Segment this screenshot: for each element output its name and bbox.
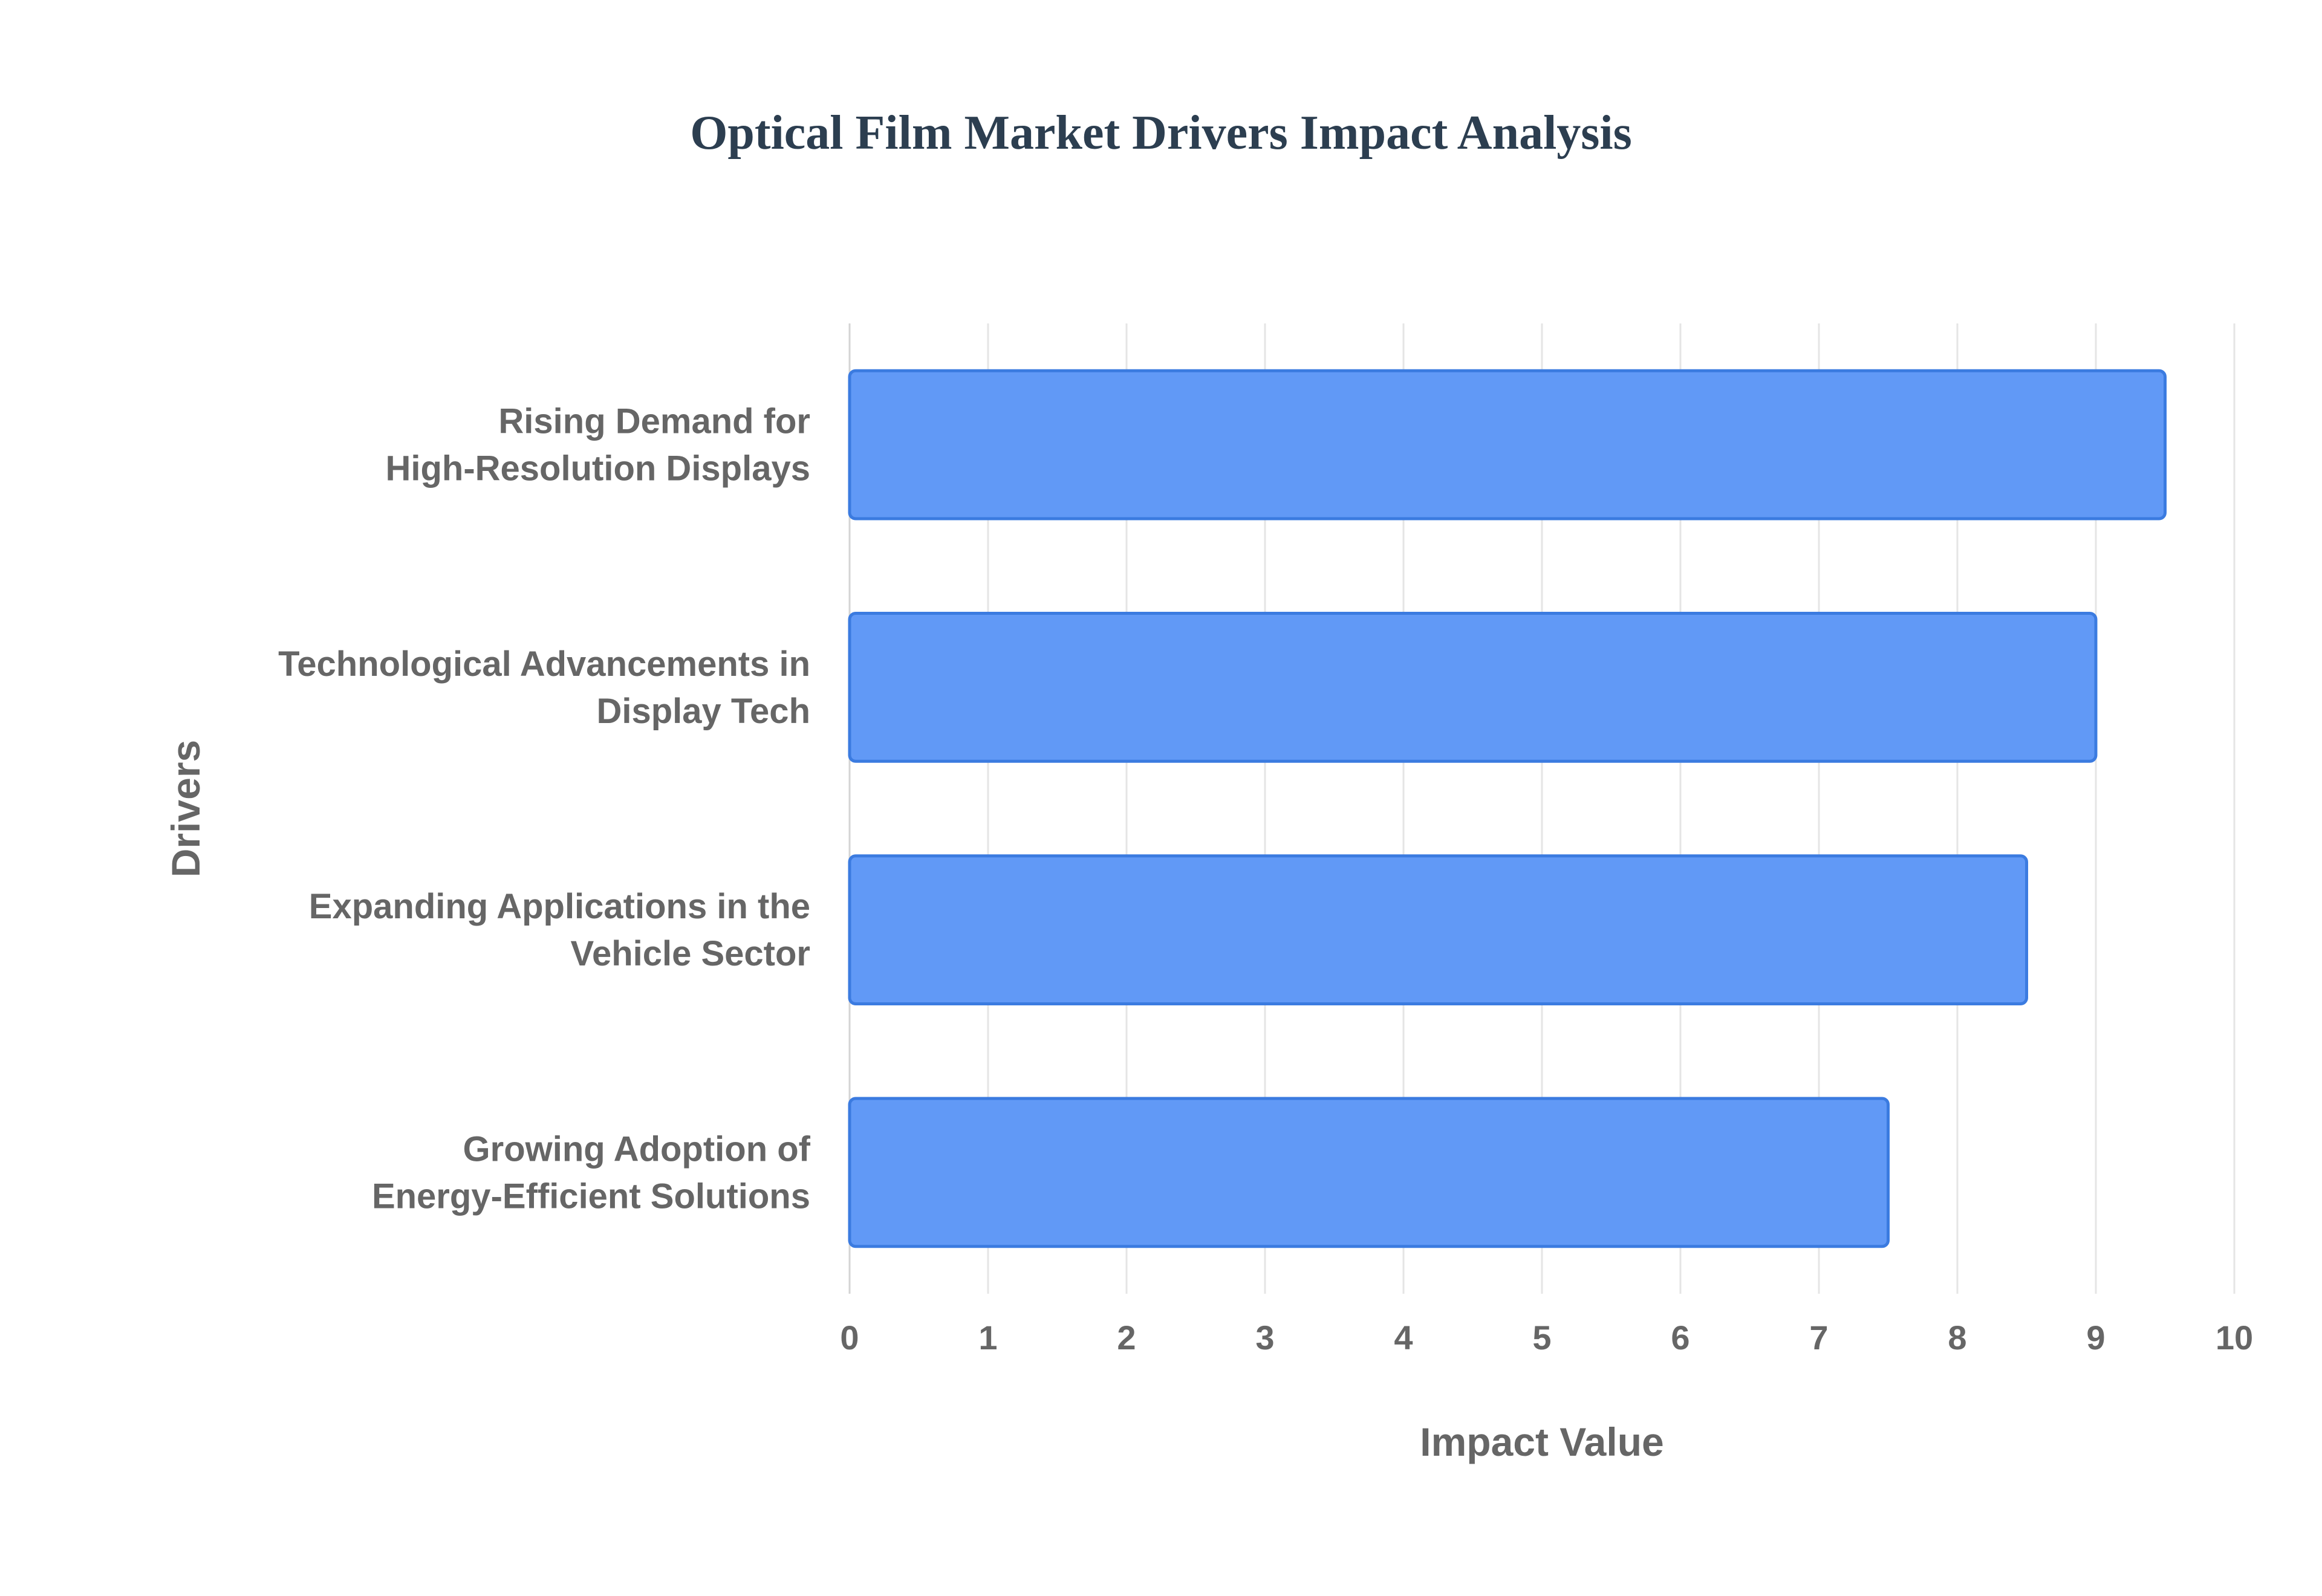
x-axis-title: Impact Value xyxy=(1420,1419,1664,1464)
y-axis-title: Drivers xyxy=(163,740,208,878)
x-tick-label: 4 xyxy=(1394,1319,1413,1357)
bar xyxy=(848,854,2028,1006)
x-tick-label: 10 xyxy=(2216,1319,2253,1357)
x-tick-label: 3 xyxy=(1255,1319,1274,1357)
x-tick-label: 0 xyxy=(840,1319,859,1357)
bar xyxy=(848,1097,1890,1248)
x-tick-label: 5 xyxy=(1532,1319,1551,1357)
chart-title: Optical Film Market Drivers Impact Analy… xyxy=(690,106,1632,160)
category-label: Expanding Applications in the Vehicle Sec… xyxy=(309,887,810,973)
category-labels: Rising Demand for High-Resolution Display… xyxy=(278,402,811,1216)
x-tick-label: 6 xyxy=(1671,1319,1689,1357)
category-label: Technological Advancements in Display Tec… xyxy=(278,644,810,731)
x-tick-label: 1 xyxy=(978,1319,997,1357)
category-label: Rising Demand for High-Resolution Display… xyxy=(385,402,810,488)
x-tick-label: 2 xyxy=(1117,1319,1136,1357)
x-tick-label: 7 xyxy=(1809,1319,1828,1357)
category-label: Growing Adoption of Energy-Efficient Solu… xyxy=(372,1129,811,1216)
x-tick-labels: 0 1 2 3 4 5 6 7 8 9 10 xyxy=(840,1319,2253,1357)
x-tick-label: 8 xyxy=(1948,1319,1966,1357)
bars xyxy=(848,369,2167,1248)
bar xyxy=(848,369,2167,521)
x-tick-label: 9 xyxy=(2086,1319,2105,1357)
bar xyxy=(848,611,2098,763)
